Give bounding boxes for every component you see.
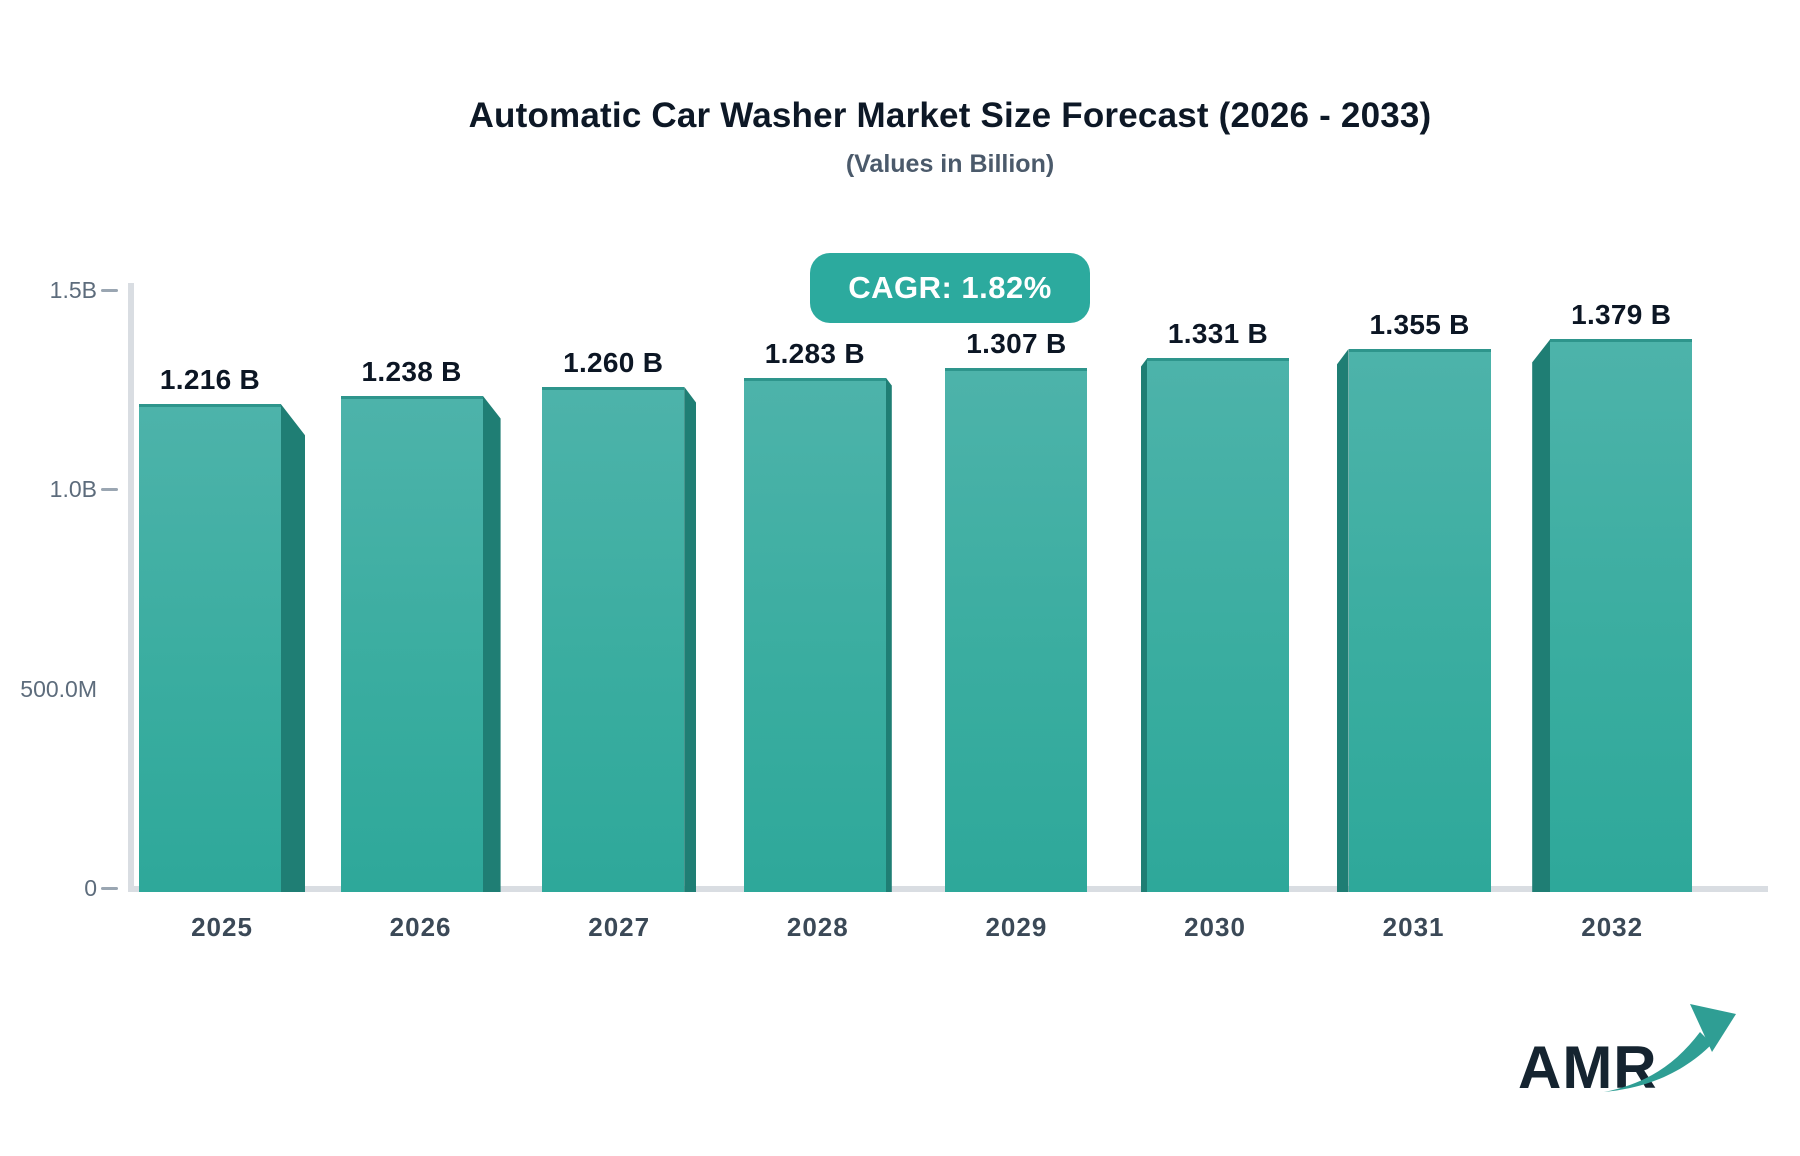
x-axis-label: 2029 [985,912,1048,942]
bar-value-label: 1.331 B [1167,318,1269,350]
y-tick-mark [101,887,118,890]
bar-2028 [743,377,892,892]
x-axis-label: 2027 [588,912,651,942]
bar-2030 [1141,358,1289,892]
bar-2025 [139,404,305,892]
bar-front-face [743,377,886,892]
bar-2026 [340,395,501,892]
bar-front-face [1348,348,1491,892]
bar-3d-side [1532,339,1551,892]
amr-logo-text: AMR [1518,1034,1658,1101]
bar-front-face [340,395,483,892]
y-tick-label: 0 [84,875,97,901]
chart-header: Automatic Car Washer Market Size Forecas… [130,0,1770,179]
y-tick-label: 1.5B [49,277,97,304]
bar-value-label: 1.238 B [361,355,462,387]
bar-front-face [1147,358,1289,892]
y-tick-label: 500.0M [20,675,97,702]
x-axis-label: 2030 [1184,912,1246,942]
bar-3d-side [482,395,501,892]
x-axis-label: 2032 [1581,912,1644,942]
bar-value-label: 1.307 B [966,328,1067,360]
bar-3d-side [1141,358,1147,892]
bar-value-label: 1.216 B [159,364,261,396]
bar-value-label: 1.379 B [1571,299,1672,331]
bar-2027 [542,386,697,892]
bar-2032 [1532,339,1693,892]
bar-3d-side [885,377,892,892]
bar-2031 [1336,348,1491,892]
bar-2029 [945,368,1088,892]
x-axis-label: 2031 [1382,912,1445,942]
y-tick-label: 1.0B [49,476,97,503]
chart-subtitle: (Values in Billion) [845,150,1055,178]
y-tick-mark [101,488,118,492]
bar-front-face [139,404,281,892]
bar-value-label: 1.355 B [1369,308,1470,340]
bar-3d-side [1336,348,1349,892]
chart-title: Automatic Car Washer Market Size Forecas… [468,96,1432,135]
bar-3d-side [684,386,697,892]
amr-logo: AMR [1518,1002,1748,1112]
y-tick-mark [101,289,118,293]
cagr-badge: CAGR: 1.82% [810,253,1090,323]
x-axis-label: 2025 [191,912,253,942]
growth-arrow-icon [1604,1004,1736,1092]
bar-front-face [945,368,1088,892]
cagr-badge-row: CAGR: 1.82% [130,253,1770,323]
bar-3d-side [281,404,305,892]
y-axis-line [128,283,134,892]
bar-front-face [542,386,685,892]
x-axis-label: 2028 [786,912,849,942]
bar-front-face [1550,339,1693,892]
bar-value-label: 1.283 B [764,337,865,369]
bar-value-label: 1.260 B [563,346,664,378]
x-axis-label: 2026 [389,912,452,942]
